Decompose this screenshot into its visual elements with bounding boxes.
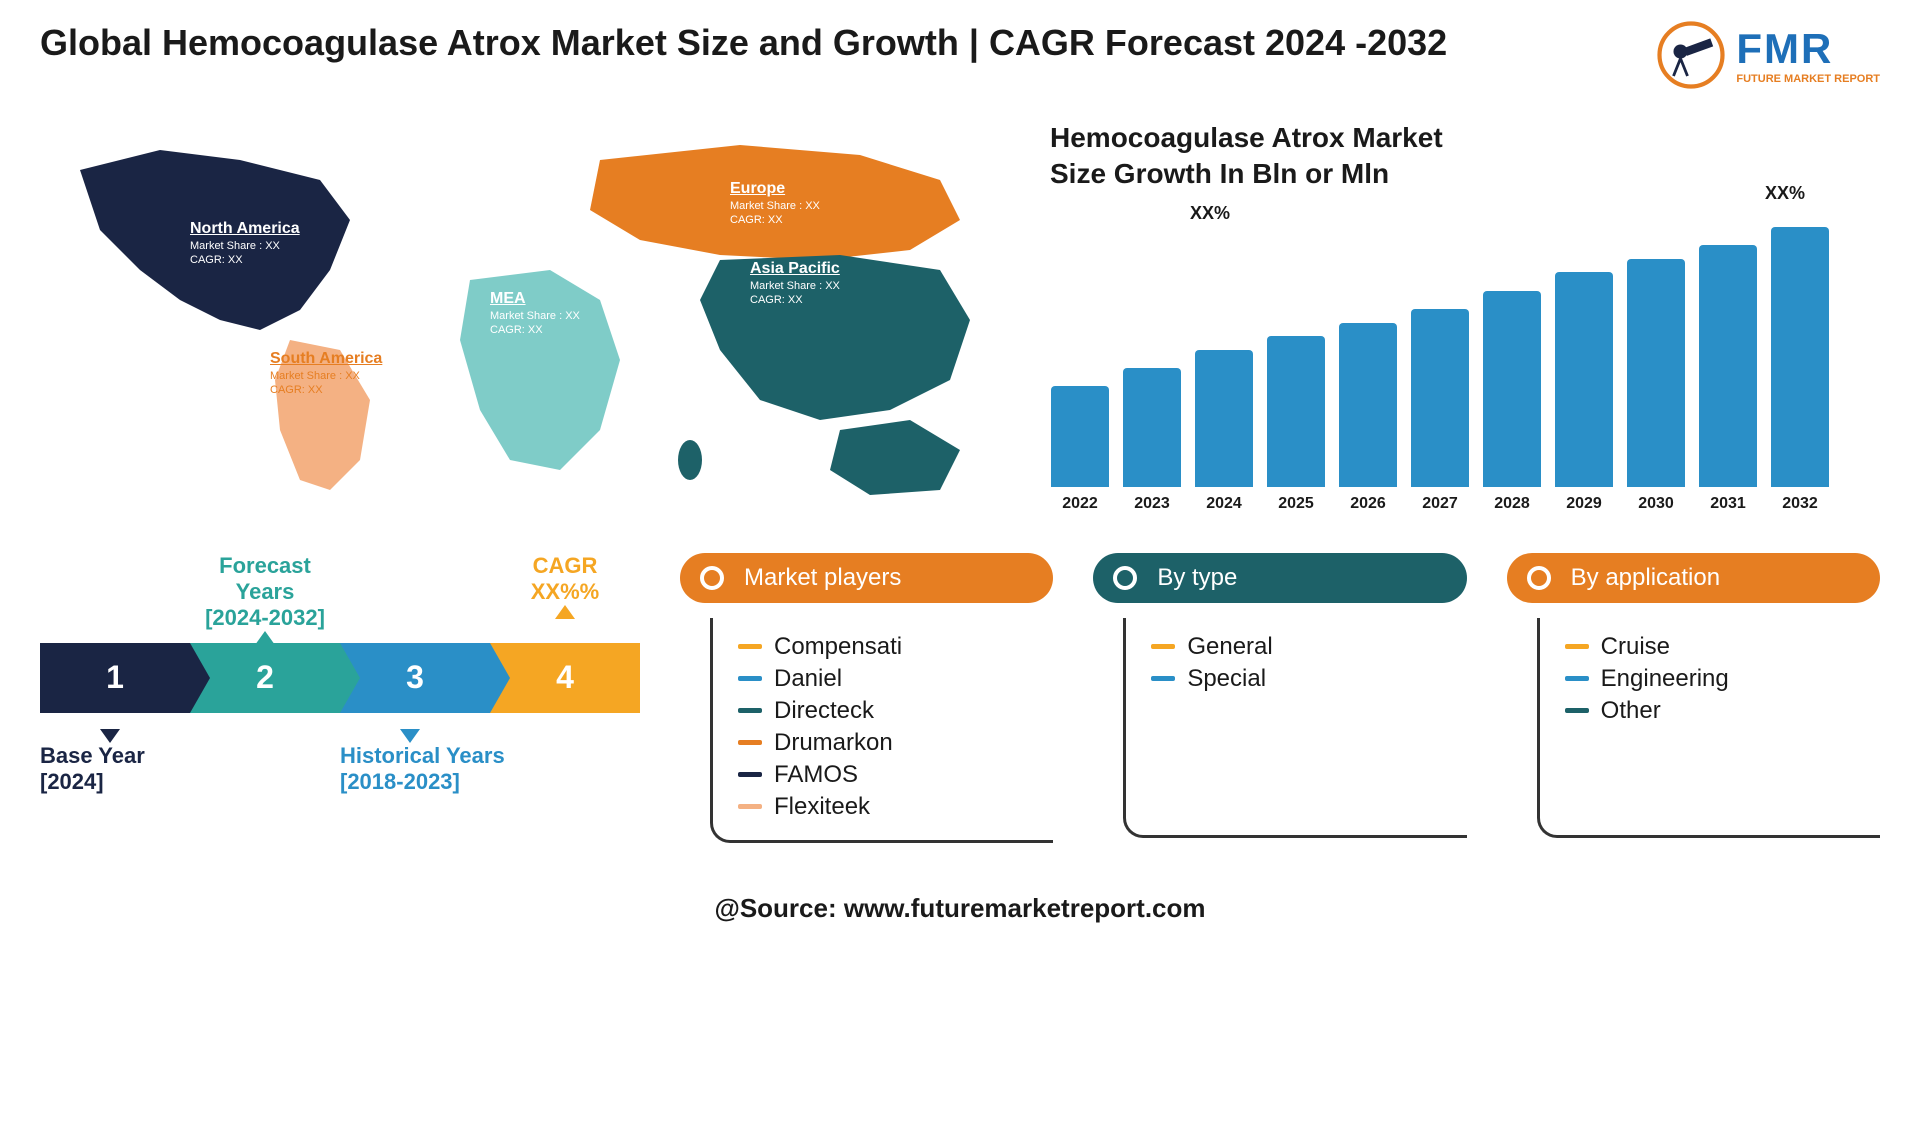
category-market-players: Market players Compensati Daniel Directeck D… [680,553,1053,843]
bar-2022: 2022 [1050,386,1110,512]
chart-title: Hemocoagulase Atrox Market Size Growth I… [1050,120,1450,193]
bar-chart: 2022202320242025202620272028202920302031… [1050,213,1880,513]
timeline-segment-4: 4 [490,643,640,713]
timeline-block: Forecast Years[2024-2032] CAGRXX%% 1234 B… [40,553,640,843]
cat-item: General [1151,633,1466,661]
timeline-label-base-year: Base Year[2024] [40,723,220,795]
timeline-segment-3: 3 [340,643,490,713]
bar-2029: 2029 [1554,272,1614,512]
timeline-label-forecast-years: Forecast Years[2024-2032] [190,553,340,651]
cat-item: Daniel [738,665,1053,693]
logo-subtitle: FUTURE MARKET REPORT [1736,73,1880,85]
category-by-application: By application Cruise Engineering Other [1507,553,1880,843]
bar-2030: 2030 [1626,259,1686,513]
region-label-mea: MEAMarket Share : XXCAGR: XX [490,290,580,336]
chart-annotation: XX% [1765,183,1805,204]
timeline-segment-2: 2 [190,643,340,713]
region-label-north-america: North AmericaMarket Share : XXCAGR: XX [190,220,300,266]
cat-item: Flexiteek [738,793,1053,821]
cat-header: Market players [680,553,1053,603]
telescope-icon [1656,20,1726,90]
bar-2024: 2024 [1194,350,1254,513]
cat-item: Directeck [738,697,1053,725]
world-map: North AmericaMarket Share : XXCAGR: XX So… [40,120,1010,500]
chart-annotation: XX% [1190,203,1230,224]
timeline-label-cagr: CAGRXX%% [490,553,640,625]
region-label-europe: EuropeMarket Share : XXCAGR: XX [730,180,820,226]
bar-chart-area: Hemocoagulase Atrox Market Size Growth I… [1050,120,1880,513]
cat-item: Drumarkon [738,729,1053,757]
logo: FMR FUTURE MARKET REPORT [1656,20,1880,90]
region-label-asia-pacific: Asia PacificMarket Share : XXCAGR: XX [750,260,840,306]
cat-header: By type [1093,553,1466,603]
cat-item: Compensati [738,633,1053,661]
bottom-section: Forecast Years[2024-2032] CAGRXX%% 1234 B… [40,553,1880,843]
bar-2027: 2027 [1410,309,1470,513]
top-section: North AmericaMarket Share : XXCAGR: XX So… [40,120,1880,513]
bar-2025: 2025 [1266,336,1326,513]
bar-2028: 2028 [1482,291,1542,513]
logo-text: FMR [1736,25,1880,73]
region-label-south-america: South AmericaMarket Share : XXCAGR: XX [270,350,382,396]
bar-2032: 2032 [1770,227,1830,513]
cat-item: FAMOS [738,761,1053,789]
bar-2026: 2026 [1338,323,1398,513]
cat-item: Cruise [1565,633,1880,661]
category-by-type: By type General Special [1093,553,1466,843]
bar-2023: 2023 [1122,368,1182,513]
cat-header: By application [1507,553,1880,603]
timeline-label-historical-years: Historical Years[2018-2023] [340,723,520,795]
page-title: Global Hemocoagulase Atrox Market Size a… [40,20,1447,67]
cat-item: Special [1151,665,1466,693]
bar-2031: 2031 [1698,245,1758,513]
footer-source: @Source: www.futuremarketreport.com [40,893,1880,924]
cat-item: Engineering [1565,665,1880,693]
timeline-segment-1: 1 [40,643,190,713]
cat-item: Other [1565,697,1880,725]
header: Global Hemocoagulase Atrox Market Size a… [40,20,1880,90]
